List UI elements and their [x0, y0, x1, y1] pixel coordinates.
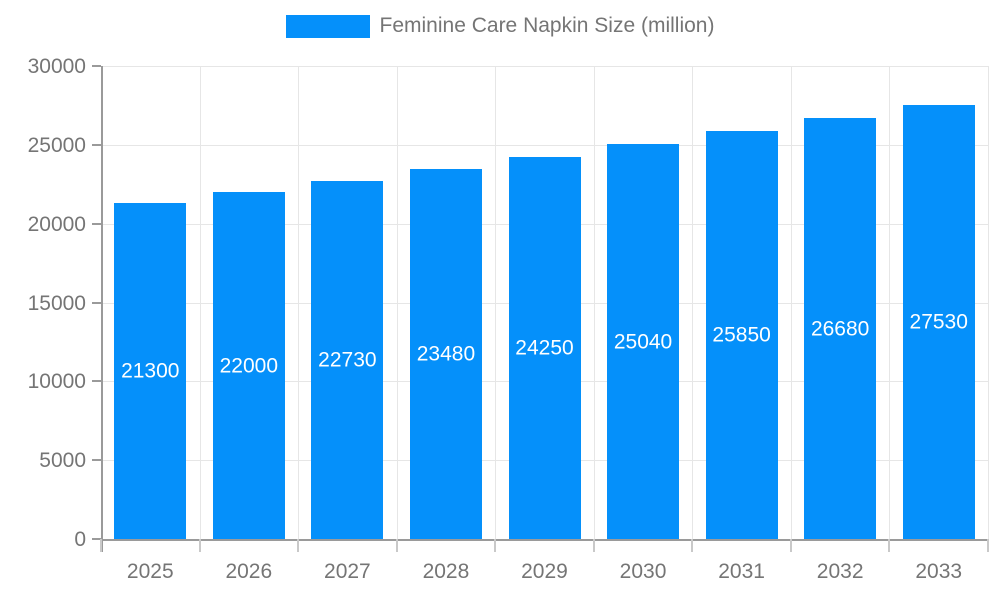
bar-value-label: 24250	[515, 336, 574, 360]
bar-value-label: 21300	[121, 359, 180, 383]
x-axis-tick-label: 2030	[619, 560, 667, 583]
bar[interactable]: 25040	[607, 144, 680, 539]
bar-value-label: 22000	[219, 354, 279, 378]
bar[interactable]: 23480	[409, 168, 482, 539]
plot-area: 21300 22000 22730 23480 24250 25040 25850 26680…	[101, 66, 989, 539]
x-axis-tick	[789, 539, 792, 552]
x-gridline	[692, 66, 694, 539]
x-axis-tick	[198, 539, 201, 552]
bar-value-label: 25040	[613, 330, 673, 354]
y-axis-tick	[92, 380, 101, 383]
y-gridline	[101, 66, 988, 67]
bar[interactable]: 24250	[508, 156, 581, 539]
x-axis-tick	[691, 539, 694, 552]
y-axis-tick	[92, 222, 101, 225]
y-axis-tick-label: 5000	[39, 449, 86, 473]
x-axis-tick-label: 2032	[816, 560, 864, 583]
bar-value-label: 25850	[712, 323, 771, 347]
y-gridline	[101, 144, 988, 146]
x-axis-tick	[592, 539, 595, 552]
x-axis-tick	[888, 539, 891, 552]
legend-label: Feminine Care Napkin Size (million)	[379, 14, 715, 37]
x-axis-tick	[494, 539, 497, 552]
bar[interactable]: 22000	[212, 192, 285, 539]
y-axis-tick	[92, 459, 101, 462]
x-gridline	[889, 66, 891, 539]
x-gridline	[199, 66, 201, 539]
legend-swatch	[285, 14, 370, 38]
bar-value-label: 26680	[810, 317, 870, 341]
bar-value-label: 23480	[416, 342, 476, 366]
y-axis-line	[101, 66, 103, 552]
x-axis-tick	[100, 539, 102, 552]
y-axis-tick-label: 20000	[27, 212, 86, 236]
y-axis-tick-label: 15000	[27, 291, 86, 315]
legend-item[interactable]: Feminine Care Napkin Size (million)	[0, 14, 1000, 38]
x-axis-tick-label: 2027	[324, 560, 371, 583]
y-axis-tick-label: 10000	[27, 370, 86, 394]
bar-value-label: 27530	[909, 310, 968, 334]
bar[interactable]: 22730	[311, 180, 384, 539]
x-axis-tick-label: 2033	[915, 560, 963, 583]
x-gridline	[988, 66, 989, 539]
y-axis-tick	[92, 301, 101, 304]
y-axis-tick-label: 30000	[27, 55, 86, 78]
y-axis-tick-label: 25000	[27, 133, 86, 157]
x-axis-line	[101, 539, 988, 541]
x-axis-tick-label: 2028	[422, 560, 470, 583]
x-gridline	[495, 66, 497, 539]
bar-value-label: 22730	[318, 348, 377, 372]
y-axis-tick	[92, 538, 101, 540]
x-gridline	[790, 66, 792, 539]
x-axis-tick-label: 2025	[126, 560, 174, 583]
x-axis-tick	[395, 539, 398, 552]
x-axis-tick-label: 2029	[521, 560, 568, 583]
bar[interactable]: 27530	[902, 104, 975, 539]
y-axis-tick	[92, 65, 101, 67]
x-gridline	[396, 66, 398, 539]
x-axis-tick	[297, 539, 300, 552]
x-gridline	[593, 66, 595, 539]
x-axis-tick	[987, 539, 989, 552]
x-gridline	[298, 66, 300, 539]
y-axis-tick	[92, 143, 101, 146]
x-axis-tick-label: 2026	[225, 560, 273, 583]
bar[interactable]: 21300	[114, 203, 187, 539]
bar[interactable]: 26680	[804, 118, 877, 539]
bar[interactable]: 25850	[705, 131, 778, 539]
x-axis-tick-label: 2031	[718, 560, 765, 583]
y-axis-tick-label: 0	[74, 528, 86, 551]
